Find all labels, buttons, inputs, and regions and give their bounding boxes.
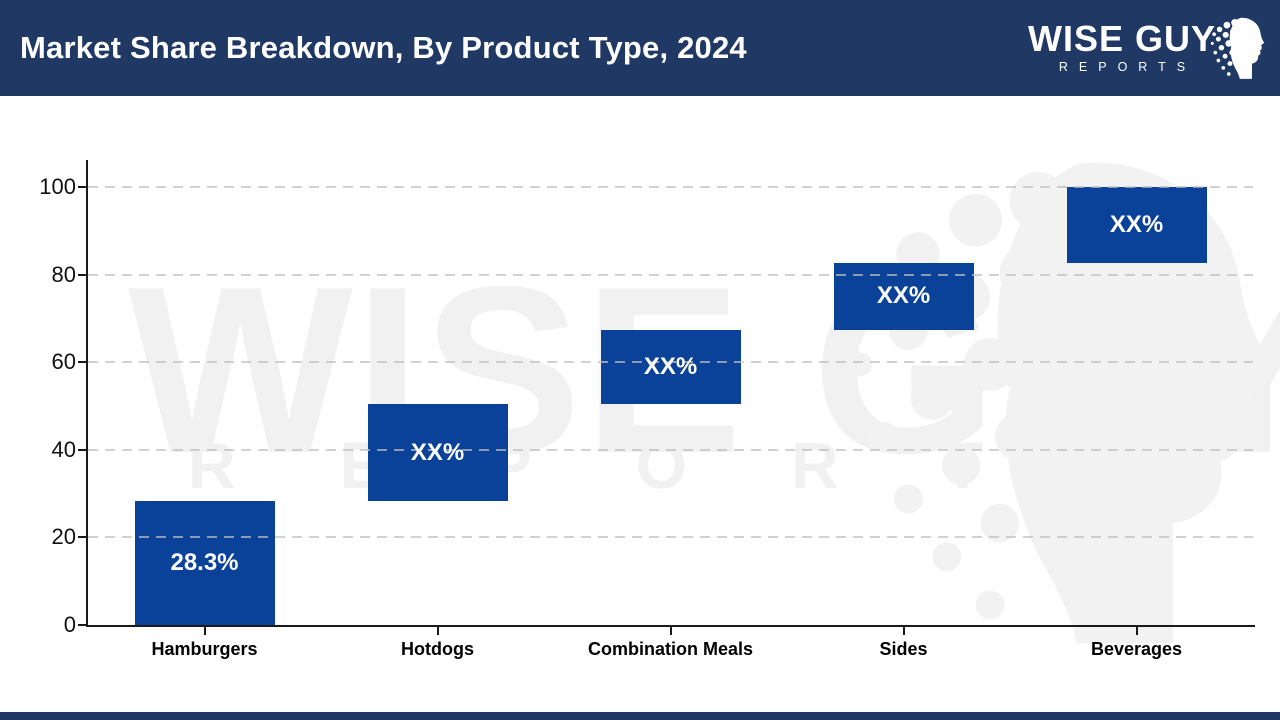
x-tick-mark-sides bbox=[902, 627, 905, 635]
y-tick-mark-20 bbox=[78, 536, 87, 539]
y-tick-mark-0 bbox=[78, 624, 87, 626]
y-tick-label-100: 100 bbox=[39, 174, 76, 199]
y-tick-mark-100 bbox=[78, 186, 87, 188]
gridline-60 bbox=[88, 361, 1253, 364]
x-tick-mark-beverages bbox=[1135, 627, 1138, 635]
brand-logo-text: WISE GUY REPORTS bbox=[1028, 20, 1216, 74]
y-tick-label-20: 20 bbox=[51, 524, 76, 550]
bar-value-label-sides: XX% bbox=[876, 282, 931, 310]
page-title: Market Share Breakdown, By Product Type,… bbox=[20, 30, 747, 65]
bar-hotdogs bbox=[367, 404, 508, 502]
brand-subname: REPORTS bbox=[1058, 59, 1197, 74]
bar-value-label-hamburgers: 28.3% bbox=[170, 549, 239, 576]
y-tick-label-60: 60 bbox=[51, 349, 76, 375]
bar-value-label-beverages: XX% bbox=[1109, 211, 1164, 239]
x-axis-label-sides: Sides bbox=[879, 639, 928, 659]
gridline-40 bbox=[88, 448, 1253, 451]
bar-value-label-combination-meals: XX% bbox=[643, 353, 698, 380]
x-axis-label-hotdogs: Hotdogs bbox=[401, 639, 474, 659]
x-axis-label-combination-meals: Combination Meals bbox=[587, 639, 753, 659]
y-tick-mark-60 bbox=[78, 361, 87, 364]
bar-beverages bbox=[1066, 187, 1207, 264]
x-tick-mark-hotdogs bbox=[436, 627, 439, 635]
brand-face-icon bbox=[1208, 10, 1266, 86]
bar-combination-meals bbox=[600, 329, 741, 405]
x-axis-label-hamburgers: Hamburgers bbox=[151, 639, 258, 659]
x-axis-line bbox=[86, 625, 1255, 627]
gridline-100 bbox=[88, 186, 1253, 188]
brand-name: WISE GUY bbox=[1027, 18, 1216, 59]
y-axis-line bbox=[86, 160, 88, 627]
y-tick-mark-80 bbox=[78, 273, 87, 276]
brand-logo: WISE GUY REPORTS bbox=[1028, 10, 1266, 86]
header-bar: Market Share Breakdown, By Product Type,… bbox=[0, 0, 1280, 96]
x-tick-mark-combination-meals bbox=[669, 627, 672, 635]
y-tick-label-40: 40 bbox=[51, 436, 76, 462]
x-tick-mark-hamburgers bbox=[203, 627, 206, 635]
gridline-80 bbox=[88, 273, 1253, 276]
footer-bar bbox=[0, 712, 1280, 720]
y-tick-label-0: 0 bbox=[63, 612, 76, 637]
y-tick-label-80: 80 bbox=[51, 261, 76, 287]
x-axis-label-beverages: Beverages bbox=[1090, 639, 1183, 659]
bar-value-label-hotdogs: XX% bbox=[410, 438, 465, 466]
bar-hamburgers bbox=[134, 501, 275, 625]
gridline-20 bbox=[88, 536, 1253, 539]
y-tick-mark-40 bbox=[78, 448, 87, 451]
